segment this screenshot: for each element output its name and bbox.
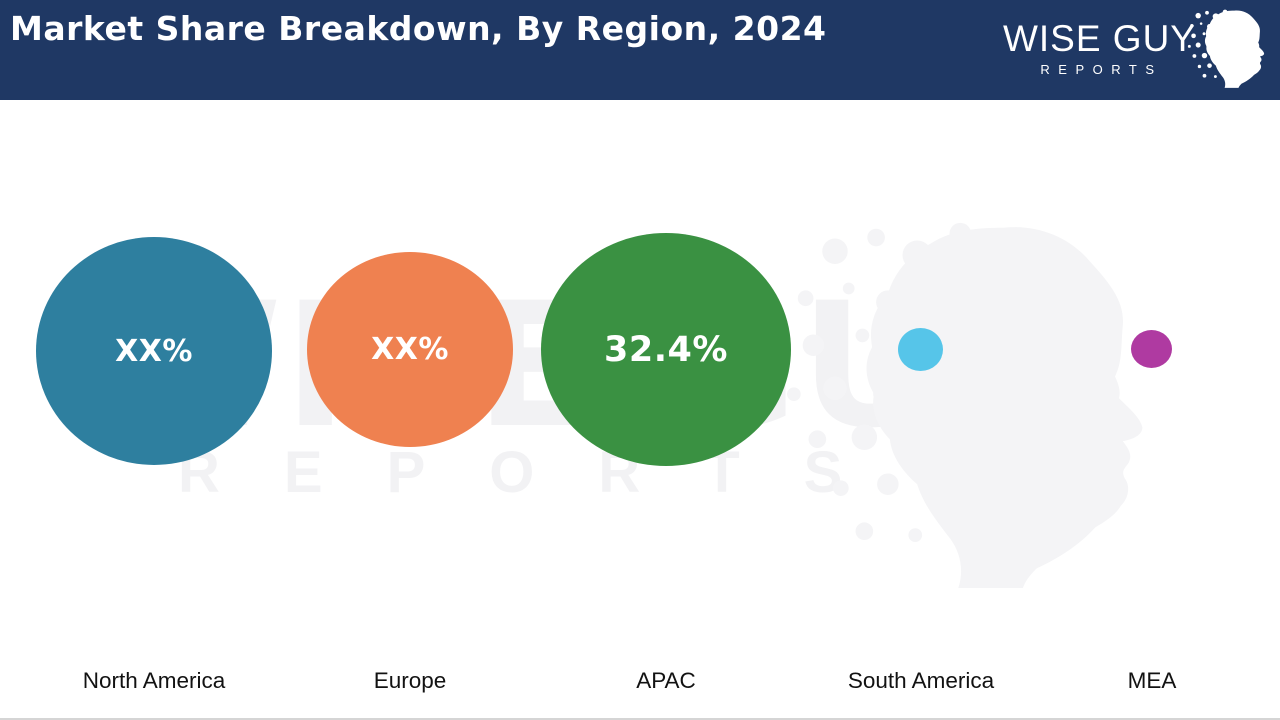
bubble-north-america: XX% <box>36 237 272 465</box>
header-bar: Market Share Breakdown, By Region, 2024 … <box>0 0 1280 100</box>
category-label-north-america: North America <box>82 668 226 693</box>
logo-tagline: REPORTS <box>1040 62 1163 77</box>
bubble-europe: XX% <box>307 252 513 447</box>
head-profile-dots-icon <box>1187 9 1265 88</box>
bubble-value-label: XX% <box>115 333 193 369</box>
logo-text: WISE GUY REPORTS <box>1003 20 1196 77</box>
bubble-mea <box>1131 330 1172 368</box>
chart-area: WISE GUY REPORTS XX% XX% 32.4% North Ame… <box>0 100 1280 718</box>
bubble-apac: 32.4% <box>541 233 791 466</box>
bubble-value-label: XX% <box>371 332 449 367</box>
category-label-apac: APAC <box>636 668 696 693</box>
category-label-mea: MEA <box>1127 668 1177 693</box>
watermark-logo-tagline: REPORTS <box>178 440 907 505</box>
bubble-south-america <box>898 328 943 371</box>
bubble-value-label: 32.4% <box>604 329 728 370</box>
wiseguy-logo: WISE GUY REPORTS <box>1003 4 1270 92</box>
page-title: Market Share Breakdown, By Region, 2024 <box>10 9 827 48</box>
logo-name: WISE GUY <box>1002 18 1196 59</box>
bottom-rule <box>0 718 1280 720</box>
category-label-south-america: South America <box>847 668 995 693</box>
watermark-head-profile-dots-icon <box>787 222 1143 588</box>
category-label-europe: Europe <box>373 668 447 693</box>
